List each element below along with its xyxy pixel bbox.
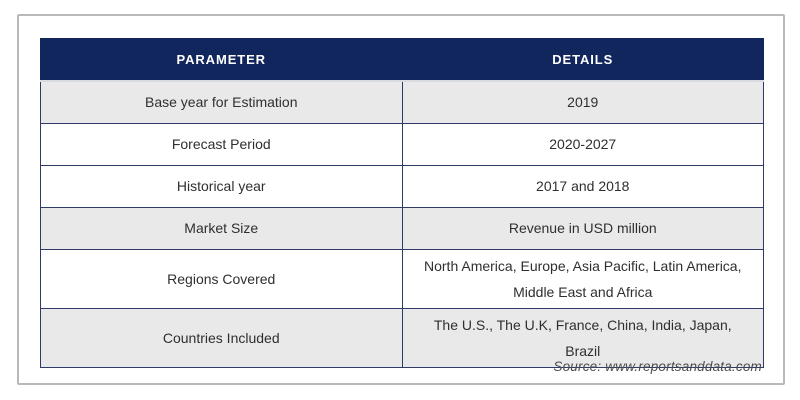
table-row: Regions Covered North America, Europe, A… bbox=[40, 248, 764, 309]
details-cell: 2019 bbox=[401, 80, 764, 124]
details-cell: 2017 and 2018 bbox=[401, 164, 764, 208]
table-row: Base year for Estimation 2019 bbox=[40, 80, 764, 124]
table-header-row: PARAMETER DETAILS bbox=[40, 38, 764, 82]
table-row: Historical year 2017 and 2018 bbox=[40, 164, 764, 208]
parameter-cell: Market Size bbox=[40, 206, 403, 250]
parameter-cell: Forecast Period bbox=[40, 122, 403, 166]
details-column-header: DETAILS bbox=[401, 38, 764, 82]
table-row: Countries Included The U.S., The U.K, Fr… bbox=[40, 307, 764, 368]
parameter-cell: Historical year bbox=[40, 164, 403, 208]
parameter-cell: Base year for Estimation bbox=[40, 80, 403, 124]
table-body: Base year for Estimation 2019 Forecast P… bbox=[40, 80, 764, 368]
details-cell: The U.S., The U.K, France, China, India,… bbox=[401, 307, 764, 368]
parameter-cell: Regions Covered bbox=[40, 248, 403, 309]
parameter-cell: Countries Included bbox=[40, 307, 403, 368]
table-row: Forecast Period 2020-2027 bbox=[40, 122, 764, 166]
source-attribution: Source: www.reportsanddata.com bbox=[553, 359, 762, 374]
details-cell: 2020-2027 bbox=[401, 122, 764, 166]
content-frame: PARAMETER DETAILS Base year for Estimati… bbox=[17, 14, 785, 385]
parameter-column-header: PARAMETER bbox=[40, 38, 403, 82]
details-cell: North America, Europe, Asia Pacific, Lat… bbox=[401, 248, 764, 309]
details-cell: Revenue in USD million bbox=[401, 206, 764, 250]
report-scope-table: PARAMETER DETAILS Base year for Estimati… bbox=[40, 38, 764, 368]
table-row: Market Size Revenue in USD million bbox=[40, 206, 764, 250]
